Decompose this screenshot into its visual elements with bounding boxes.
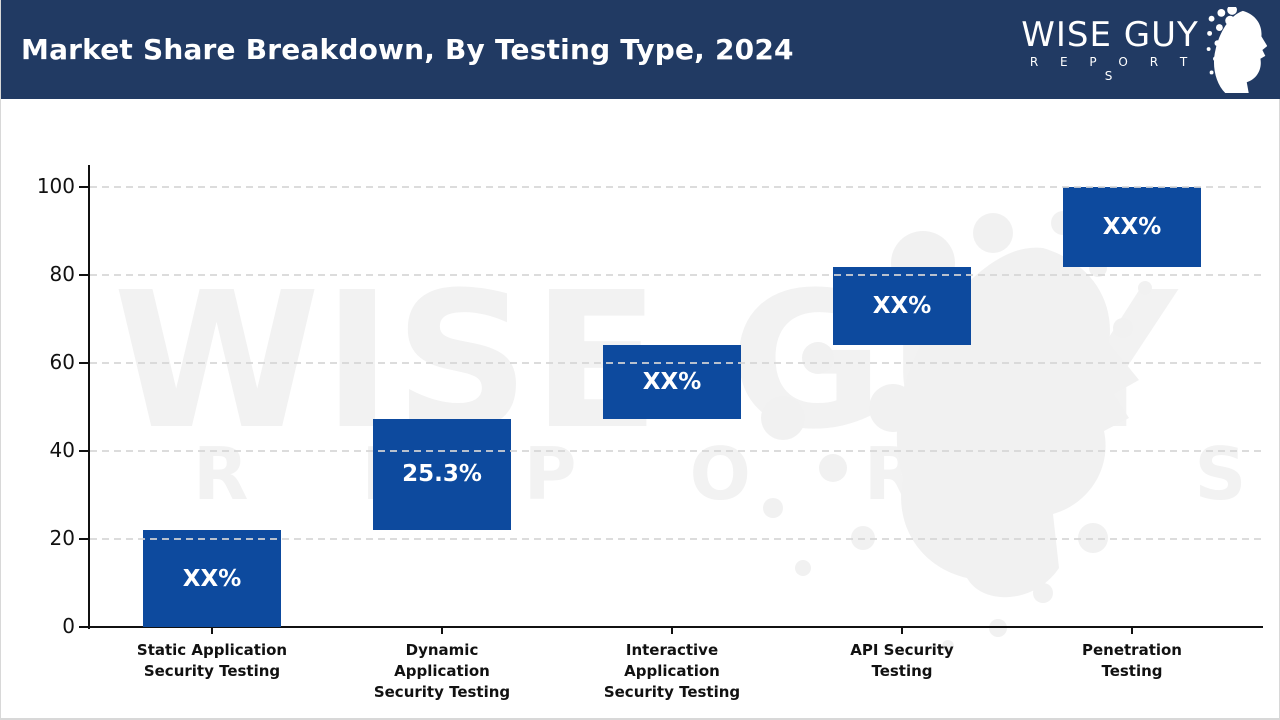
x-tick-dynamic-application-security-testing <box>441 628 443 634</box>
category-label-line: Penetration <box>1081 641 1182 659</box>
y-tick-80 <box>79 273 88 276</box>
header-bar: Market Share Breakdown, By Testing Type,… <box>1 0 1280 99</box>
x-axis-line <box>88 626 1263 628</box>
x-tick-interactive-application-security-testing <box>671 628 673 634</box>
x-tick-penetration-testing <box>1131 628 1133 634</box>
bar-static-application-security-testing: XX% <box>143 530 281 627</box>
y-tick-label-0: 0 <box>62 614 75 638</box>
logo-wordmark: WISE GUY <box>1021 14 1199 55</box>
y-tick-label-40: 40 <box>49 437 75 462</box>
category-label-api-security-testing: API Security Testing <box>782 640 1022 682</box>
category-label-line: Security Testing <box>143 662 281 680</box>
category-label-line: Application <box>624 662 720 680</box>
y-tick-100 <box>79 185 88 188</box>
bar-dynamic-application-security-testing: 25.3% <box>373 418 511 531</box>
category-label-line: Security Testing <box>373 683 511 701</box>
category-label-line: Static Application <box>136 641 288 659</box>
y-tick-label-60: 60 <box>49 349 75 374</box>
y-axis-line <box>88 165 90 629</box>
bar-penetration-testing: XX% <box>1063 186 1201 268</box>
gridline-y-40 <box>90 449 1263 452</box>
x-tick-api-security-testing <box>901 628 903 634</box>
logo-text: WISE GUY R E P O R T S <box>1017 18 1203 83</box>
category-label-penetration-testing: Penetration Testing <box>1012 640 1252 682</box>
y-tick-20 <box>79 537 88 540</box>
category-label-line: Dynamic <box>405 641 479 659</box>
logo-face-icon <box>1206 7 1267 93</box>
category-label-line: Testing <box>1101 662 1163 680</box>
category-label-dynamic-application-security-testing: Dynamic Application Security Testing <box>322 640 562 703</box>
bar-value-label-static-application-security-testing: XX% <box>182 565 242 592</box>
wise-guy-reports-logo: WISE GUY R E P O R T S <box>1017 6 1267 94</box>
gridline-y-20 <box>90 537 1263 540</box>
bar-interactive-application-security-testing: XX% <box>603 345 741 419</box>
y-tick-40 <box>79 449 88 452</box>
category-label-line: API Security <box>850 641 954 659</box>
category-label-interactive-application-security-testing: Interactive Application Security Testing <box>552 640 792 703</box>
y-tick-label-80: 80 <box>49 261 75 286</box>
y-tick-60 <box>79 361 88 364</box>
gridline-y-60 <box>90 361 1263 364</box>
category-label-line: Application <box>394 662 490 680</box>
category-label-line: Interactive <box>625 641 719 659</box>
bar-value-label-api-security-testing: XX% <box>872 293 932 320</box>
y-tick-0 <box>79 626 88 628</box>
bar-api-security-testing: XX% <box>833 267 971 346</box>
logo-subtitle: R E P O R T S <box>1029 54 1197 83</box>
bar-value-label-interactive-application-security-testing: XX% <box>642 368 702 395</box>
category-label-static-application-security-testing: Static Application Security Testing <box>92 640 332 682</box>
bar-value-label-penetration-testing: XX% <box>1102 213 1162 240</box>
gridline-y-100 <box>90 185 1263 188</box>
y-tick-label-100: 100 <box>36 173 75 198</box>
category-label-line: Security Testing <box>603 683 741 701</box>
gridline-y-80 <box>90 273 1263 276</box>
category-label-line: Testing <box>871 662 933 680</box>
chart-title: Market Share Breakdown, By Testing Type,… <box>21 33 794 66</box>
bar-value-label-dynamic-application-security-testing: 25.3% <box>402 461 482 488</box>
x-tick-static-application-security-testing <box>211 628 213 634</box>
y-tick-label-20: 20 <box>49 525 75 550</box>
